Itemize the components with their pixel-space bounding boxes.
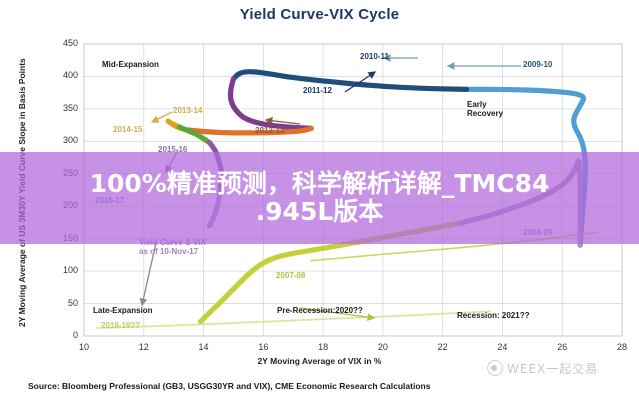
overlay-line-1: 100%精准预测，科学解析详解_TMC84 bbox=[89, 169, 550, 198]
x-tick-label: 10 bbox=[78, 342, 89, 352]
chart-annotation-label: Late-Expansion bbox=[93, 306, 153, 315]
x-tick-label: 18 bbox=[318, 342, 329, 352]
chart-annotation-label: 2015-16 bbox=[158, 145, 188, 154]
chart-annotation-label: 2013-14 bbox=[173, 106, 203, 115]
chart-annotation-label: 2007-08 bbox=[276, 271, 306, 280]
x-tick-label: 28 bbox=[616, 342, 627, 352]
x-tick-label: 14 bbox=[198, 342, 209, 352]
source-note: Source: Bloomberg Professional (GB3, USG… bbox=[28, 381, 431, 391]
series-line bbox=[177, 124, 213, 146]
series-line bbox=[95, 310, 492, 329]
y-tick-label: 100 bbox=[62, 265, 78, 276]
annotation-arrow bbox=[150, 111, 173, 123]
chart-annotation-label: Early Recovery bbox=[467, 100, 504, 119]
chart-annotation-label: 2010-11 bbox=[360, 52, 389, 61]
x-axis-label: 2Y Moving Average of VIX in % bbox=[257, 356, 382, 366]
x-tick-label: 22 bbox=[437, 342, 448, 352]
chart-annotation-label: 2009-10 bbox=[523, 60, 553, 69]
y-tick-label: 350 bbox=[62, 102, 78, 113]
chart-annotation-label: 2014-15 bbox=[113, 125, 143, 134]
annotation-arrow bbox=[299, 307, 376, 321]
x-tick-label: 26 bbox=[557, 342, 568, 352]
watermark-logo-icon bbox=[487, 360, 503, 376]
y-tick-label: 50 bbox=[67, 297, 78, 308]
y-tick-label: 0 bbox=[72, 330, 78, 340]
watermark: WEEX一起交易 bbox=[487, 356, 637, 380]
chart-annotation-label: Mid-Expansion bbox=[102, 60, 159, 69]
x-tick-label: 24 bbox=[497, 342, 508, 352]
annotation-arrow bbox=[139, 242, 157, 307]
x-tick-label: 16 bbox=[258, 342, 269, 352]
overlay-line-2: .945L版本 bbox=[255, 197, 384, 226]
y-tick-label: 300 bbox=[62, 135, 78, 146]
chart-annotation-label: 2011-12 bbox=[303, 86, 332, 95]
chart-annotation-label: 2018-19?? bbox=[101, 321, 141, 330]
chart-annotation-label: Pre-Recession:2020?? bbox=[277, 306, 363, 315]
chart-annotation-label: Recession: 2021?? bbox=[457, 311, 530, 320]
y-tick-label: 400 bbox=[62, 70, 78, 81]
series-line bbox=[230, 69, 470, 92]
series-line bbox=[183, 125, 314, 136]
chart-annotation-label: 2012-13 bbox=[255, 126, 285, 135]
annotation-arrow bbox=[344, 71, 377, 93]
page-title: Yield Curve-VIX Cycle bbox=[239, 6, 400, 23]
x-tick-label: 20 bbox=[377, 342, 388, 352]
series-line bbox=[227, 76, 314, 131]
overlay-banner: 100%精准预测，科学解析详解_TMC84 .945L版本 bbox=[0, 152, 639, 244]
annotation-arrow bbox=[264, 116, 301, 125]
x-tick-label: 12 bbox=[138, 342, 149, 352]
watermark-label: WEEX一起交易 bbox=[507, 361, 599, 376]
y-tick-label: 450 bbox=[62, 38, 78, 48]
